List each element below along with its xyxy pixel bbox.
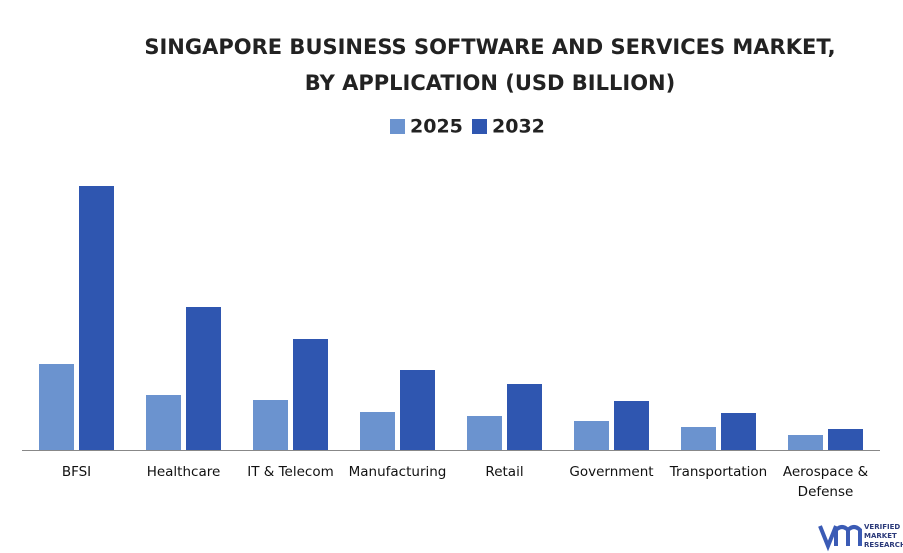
bar <box>828 429 863 450</box>
bar <box>400 370 435 450</box>
bar <box>721 413 756 450</box>
bar <box>574 421 609 450</box>
bar <box>681 427 716 450</box>
bar <box>788 435 823 450</box>
chart-title: BY APPLICATION (USD BILLION) <box>304 71 676 95</box>
logo-mark <box>818 525 862 552</box>
legend-swatch <box>472 119 487 134</box>
x-tick-label: Government <box>569 464 654 480</box>
bar <box>253 400 288 450</box>
bar <box>39 364 74 450</box>
bar <box>467 416 502 450</box>
x-tick-label: IT & Telecom <box>247 464 334 480</box>
x-tick-label: Aerospace & Defense <box>782 464 869 500</box>
logo-text: RESEARCH <box>864 541 903 549</box>
legend-swatch <box>390 119 405 134</box>
x-tick-label: BFSI <box>61 464 92 480</box>
bar <box>614 401 649 450</box>
x-tick-label: Manufacturing <box>348 464 447 480</box>
legend-label: 2032 <box>492 116 545 138</box>
x-tick-label: Healthcare <box>146 464 221 480</box>
bar <box>293 339 328 450</box>
bar <box>186 307 221 450</box>
x-tick-label: Transportation <box>669 464 768 480</box>
x-tick-label: Retail <box>485 464 524 480</box>
bar <box>360 412 395 450</box>
logo-text: VERIFIED <box>864 523 900 531</box>
bar <box>79 186 114 450</box>
legend-label: 2025 <box>410 116 463 138</box>
chart-title: SINGAPORE BUSINESS SOFTWARE AND SERVICES… <box>144 35 836 59</box>
logo-text: MARKET <box>864 532 897 540</box>
bar <box>146 395 181 450</box>
bar <box>507 384 542 450</box>
